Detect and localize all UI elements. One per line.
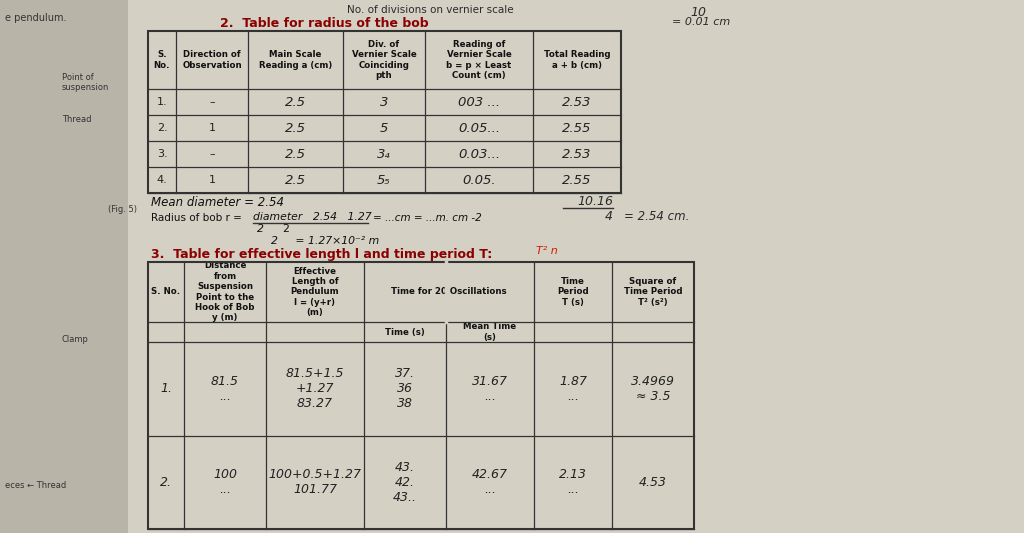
Text: Clamp: Clamp [62, 335, 89, 344]
Text: 2.  Table for radius of the bob: 2. Table for radius of the bob [220, 17, 429, 30]
Text: Mean Time
(s): Mean Time (s) [464, 322, 516, 342]
Text: 1: 1 [209, 175, 215, 185]
Text: Div. of
Vernier Scale
Coinciding
pth: Div. of Vernier Scale Coinciding pth [351, 40, 417, 80]
Text: 2.5: 2.5 [285, 148, 306, 160]
Text: diameter   2.54   1.27: diameter 2.54 1.27 [253, 212, 372, 222]
Text: Mean diameter = 2.54: Mean diameter = 2.54 [151, 196, 284, 209]
Text: Main Scale
Reading a (cm): Main Scale Reading a (cm) [259, 50, 332, 70]
Text: 2.5: 2.5 [285, 95, 306, 109]
Text: No. of divisions on vernier scale: No. of divisions on vernier scale [347, 5, 513, 15]
Text: Square of
Time Period
T² (s²): Square of Time Period T² (s²) [624, 277, 682, 307]
Text: 3.4969
≈ 3.5: 3.4969 ≈ 3.5 [631, 375, 675, 403]
Text: 4: 4 [605, 210, 613, 223]
FancyBboxPatch shape [128, 0, 1024, 533]
Text: Point of
suspension: Point of suspension [62, 73, 110, 92]
Text: –: – [209, 97, 215, 107]
Text: 10.16: 10.16 [577, 195, 613, 208]
Text: 0.03...: 0.03... [458, 148, 500, 160]
Text: e pendulum.: e pendulum. [5, 13, 67, 23]
Text: 1.87
...: 1.87 ... [559, 375, 587, 403]
Text: eces ← Thread: eces ← Thread [5, 481, 67, 490]
Text: 43.
42.
43..: 43. 42. 43.. [393, 461, 417, 504]
Text: 2: 2 [255, 224, 290, 234]
Text: S. No.: S. No. [152, 287, 180, 296]
Text: Time for 20 Oscillations: Time for 20 Oscillations [391, 287, 507, 296]
Text: 31.67
...: 31.67 ... [472, 375, 508, 403]
Text: Effective
Length of
Pendulum
l = (y+r)
(m): Effective Length of Pendulum l = (y+r) (… [291, 266, 339, 317]
Text: 2.: 2. [157, 123, 167, 133]
Bar [148, 31, 621, 193]
Text: 2.53: 2.53 [562, 148, 592, 160]
Text: Time
Period
T (s): Time Period T (s) [557, 277, 589, 307]
Text: 2.5: 2.5 [285, 122, 306, 134]
Text: 2     = 1.27×10⁻² m: 2 = 1.27×10⁻² m [271, 236, 379, 246]
Text: 100+0.5+1.27
101.77: 100+0.5+1.27 101.77 [268, 469, 361, 496]
Text: Distance
from
Suspension
Point to the
Hook of Bob
y (m): Distance from Suspension Point to the Ho… [196, 262, 255, 322]
Text: –: – [209, 149, 215, 159]
Text: Radius of bob r =: Radius of bob r = [151, 213, 242, 223]
Text: 3₄: 3₄ [377, 148, 391, 160]
Text: 5₅: 5₅ [377, 174, 391, 187]
Text: 3: 3 [380, 95, 388, 109]
Text: 4.: 4. [157, 175, 167, 185]
FancyBboxPatch shape [0, 0, 128, 533]
Text: Total Reading
a + b (cm): Total Reading a + b (cm) [544, 50, 610, 70]
Text: 10: 10 [690, 6, 706, 19]
Text: 2.55: 2.55 [562, 122, 592, 134]
Text: 37.
36
38: 37. 36 38 [395, 367, 415, 410]
Text: 3.  Table for effective length l and time period T:: 3. Table for effective length l and time… [151, 248, 493, 261]
Text: 2.53: 2.53 [562, 95, 592, 109]
Text: 2.: 2. [160, 476, 172, 489]
Text: 2.13
...: 2.13 ... [559, 469, 587, 496]
Text: = 0.01 cm: = 0.01 cm [672, 17, 730, 27]
Text: 1.: 1. [157, 97, 167, 107]
Text: = ...cm = ...m. cm -2: = ...cm = ...m. cm -2 [373, 213, 481, 223]
Text: = 2.54 cm.: = 2.54 cm. [624, 210, 689, 223]
Text: Reading of
Vernier Scale
b = p × Least
Count (cm): Reading of Vernier Scale b = p × Least C… [446, 40, 512, 80]
Text: 81.5+1.5
+1.27
83.27: 81.5+1.5 +1.27 83.27 [286, 367, 344, 410]
Text: (Fig. 5): (Fig. 5) [108, 205, 137, 214]
Text: 0.05...: 0.05... [458, 122, 500, 134]
Text: 81.5
...: 81.5 ... [211, 375, 239, 403]
Text: 0.05.: 0.05. [462, 174, 496, 187]
Text: Time (s): Time (s) [385, 327, 425, 336]
Text: 2.5: 2.5 [285, 174, 306, 187]
Text: 5: 5 [380, 122, 388, 134]
Text: 3.: 3. [157, 149, 167, 159]
Text: S.
No.: S. No. [154, 50, 170, 70]
Text: 2.55: 2.55 [562, 174, 592, 187]
Text: 1.: 1. [160, 382, 172, 395]
Text: 42.67
...: 42.67 ... [472, 469, 508, 496]
Text: 4.53: 4.53 [639, 476, 667, 489]
Text: 1: 1 [209, 123, 215, 133]
Text: Direction of
Observation: Direction of Observation [182, 50, 242, 70]
Text: Thread: Thread [62, 115, 91, 124]
Bar [148, 262, 694, 529]
Text: 2: 2 [257, 224, 264, 234]
Text: 003 ...: 003 ... [458, 95, 500, 109]
Text: 100
...: 100 ... [213, 469, 237, 496]
Text: T² n: T² n [536, 246, 558, 256]
